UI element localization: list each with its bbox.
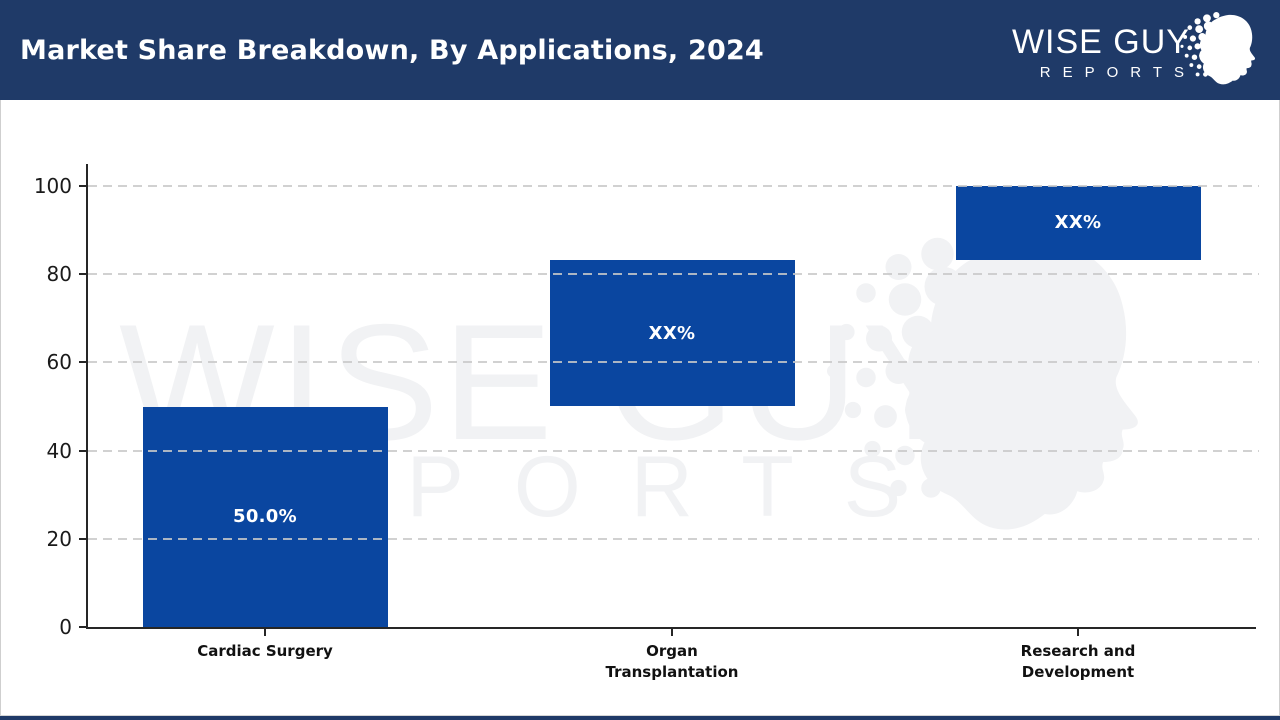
bar-1: 50.0% — [142, 406, 388, 627]
x-axis-label-line: Cardiac Surgery — [197, 642, 333, 660]
logo-head-icon — [1180, 12, 1256, 85]
x-axis-label-line: Research and — [1020, 642, 1136, 660]
y-tick-label: 80 — [46, 262, 72, 287]
gridline-60 — [88, 361, 1259, 364]
x-axis-label-line: Development — [1021, 663, 1135, 681]
wise-guy-logo: WISE GUY REPORTS — [1012, 4, 1268, 96]
gridline-40 — [88, 449, 1259, 452]
bar-value-label: 50.0% — [233, 506, 297, 528]
x-axis-label: Organ Transplantation — [522, 641, 822, 683]
page-title: Market Share Breakdown, By Applications,… — [20, 34, 764, 66]
y-tick-label: 100 — [33, 174, 72, 198]
y-axis-line — [86, 164, 88, 629]
header-banner: Market Share Breakdown, By Applications,… — [0, 0, 1280, 100]
y-tick-label: 0 — [59, 615, 72, 639]
y-tick-label: 40 — [46, 438, 72, 463]
footer-bar — [0, 716, 1280, 720]
gridline-100 — [88, 185, 1259, 187]
logo-subtitle: REPORTS — [1039, 64, 1196, 81]
x-tick-mark — [1077, 629, 1079, 636]
y-tick-mark — [79, 537, 87, 540]
waterfall-plot: 0 20 40 60 80 100 50.0% Cardiac Surgery XX% Organ… — [1, 100, 1279, 715]
gridline-80 — [88, 273, 1259, 276]
x-axis-label: Research and Development — [928, 641, 1228, 683]
bar-value-label: XX% — [1054, 212, 1102, 234]
gridline-20 — [88, 537, 1259, 540]
y-tick-mark — [79, 185, 87, 187]
y-tick-mark — [79, 273, 87, 276]
x-axis-label-line: Organ — [646, 642, 698, 660]
x-axis-label: Cardiac Surgery — [115, 641, 415, 662]
y-tick-label: 20 — [46, 526, 72, 551]
x-axis-line — [86, 627, 1256, 629]
logo-wordmark: WISE GUY — [1011, 23, 1190, 61]
y-tick-mark — [79, 361, 87, 364]
chart-area: WISE GUY REPORTS 0 20 40 60 80 100 50.0% Cardia… — [0, 100, 1280, 716]
bar-value-label: XX% — [648, 322, 696, 344]
bar-3: XX% — [955, 186, 1201, 260]
x-axis-label-line: Transplantation — [605, 663, 739, 681]
x-tick-mark — [671, 629, 673, 636]
y-tick-mark — [79, 449, 87, 452]
x-tick-mark — [264, 629, 266, 636]
y-tick-label: 60 — [46, 350, 72, 375]
y-tick-mark — [79, 626, 87, 628]
bar-2: XX% — [549, 259, 795, 407]
logo-text: WISE GUY REPORTS — [1012, 23, 1190, 81]
